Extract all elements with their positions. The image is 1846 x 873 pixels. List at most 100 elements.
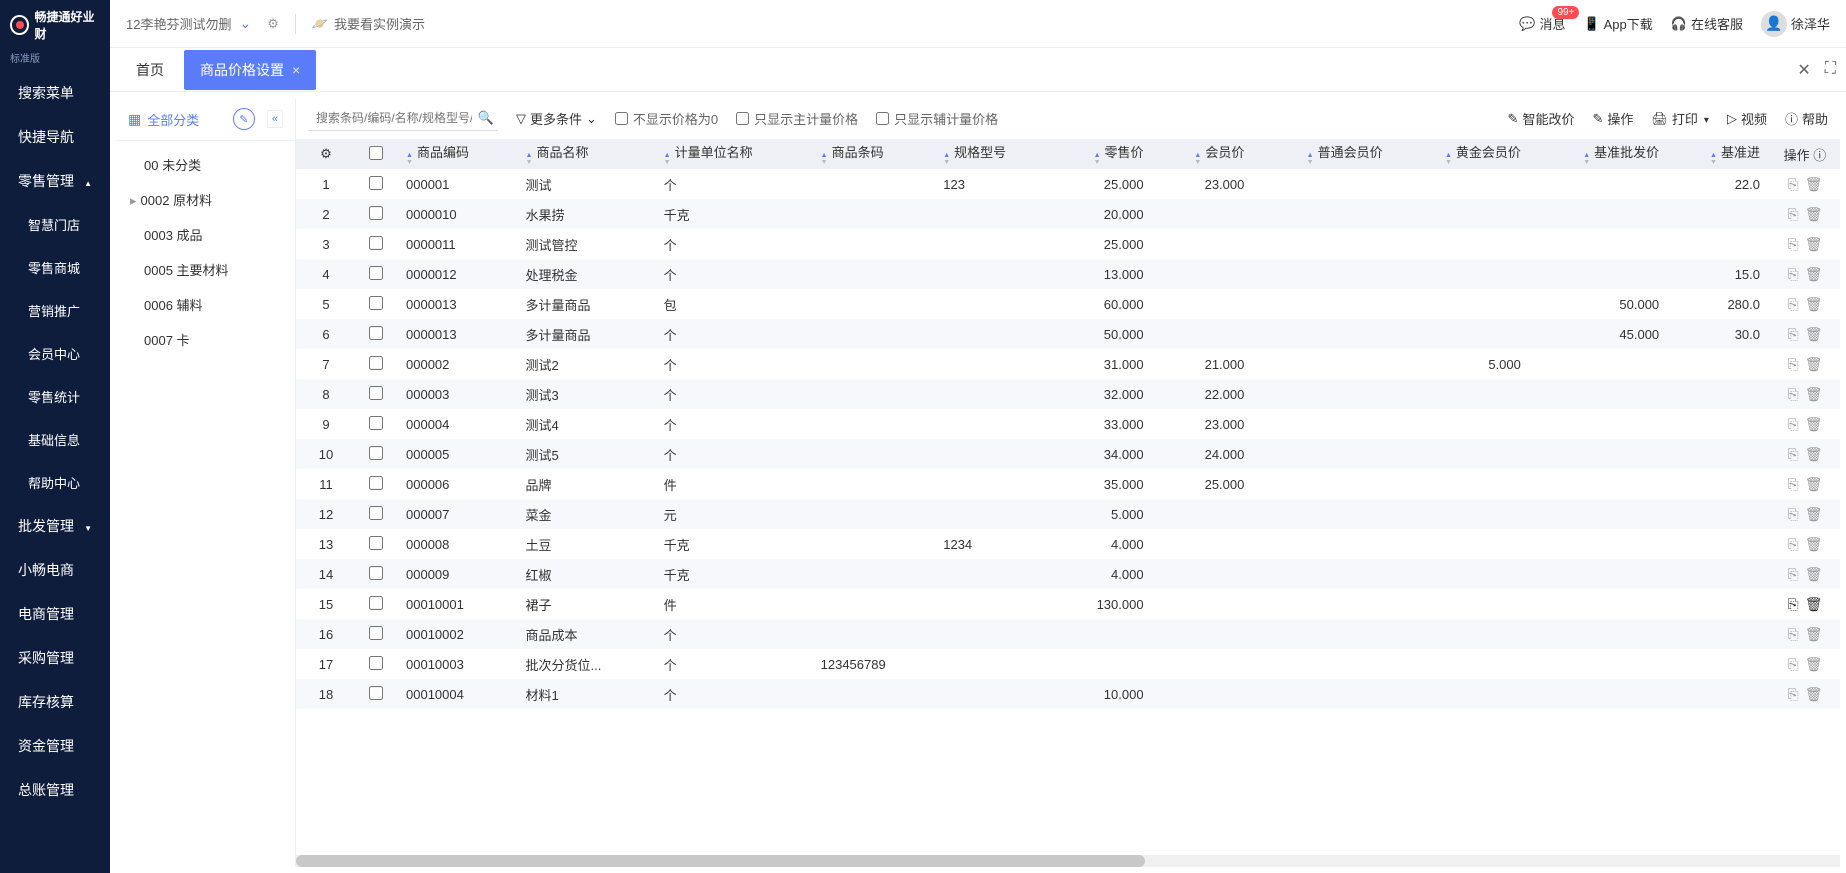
table-row[interactable]: 1000001测试个12325.00023.00022.0⎘🗑 bbox=[296, 169, 1840, 199]
category-item[interactable]: 0003 成品 bbox=[116, 217, 295, 252]
delete-row-icon[interactable]: 🗑 bbox=[1805, 626, 1823, 642]
table-row[interactable]: 60000013多计量商品个50.00045.00030.0⎘🗑 bbox=[296, 319, 1840, 349]
edit-row-icon[interactable]: ⎘ bbox=[1788, 356, 1799, 372]
sidebar-item[interactable]: 零售统计 bbox=[0, 375, 110, 418]
delete-row-icon[interactable]: 🗑 bbox=[1805, 536, 1823, 552]
category-item[interactable]: 0007 卡 bbox=[116, 322, 295, 357]
table-row[interactable]: 30000011测试管控个25.000⎘🗑 bbox=[296, 229, 1840, 259]
delete-row-icon[interactable]: 🗑 bbox=[1805, 506, 1823, 522]
edit-row-icon[interactable]: ⎘ bbox=[1788, 266, 1799, 282]
gear-icon[interactable]: ⚙ bbox=[320, 146, 332, 161]
table-row[interactable]: 14000009红椒千克4.000⎘🗑 bbox=[296, 559, 1840, 589]
sidebar-item[interactable]: 营销推广 bbox=[0, 289, 110, 332]
category-item[interactable]: 0002 原材料 bbox=[116, 182, 295, 217]
edit-row-icon[interactable]: ⎘ bbox=[1788, 296, 1799, 312]
search-icon[interactable]: 🔍 bbox=[478, 110, 494, 126]
row-checkbox[interactable] bbox=[369, 266, 383, 280]
edit-row-icon[interactable]: ⎘ bbox=[1788, 626, 1799, 642]
column-header[interactable]: ▲▼普通会员价 bbox=[1254, 139, 1392, 169]
sidebar-item[interactable]: 快捷导航 bbox=[0, 115, 110, 159]
main-unit-checkbox[interactable]: 只显示主计量价格 bbox=[736, 109, 858, 128]
sidebar-item[interactable]: 搜索菜单 bbox=[0, 71, 110, 115]
edit-row-icon[interactable]: ⎘ bbox=[1788, 176, 1799, 192]
edit-row-icon[interactable]: ⎘ bbox=[1788, 386, 1799, 402]
customer-service-button[interactable]: 🎧 在线客服 bbox=[1671, 14, 1743, 33]
delete-row-icon[interactable]: 🗑 bbox=[1805, 236, 1823, 252]
column-header[interactable]: ▲▼商品编码 bbox=[396, 139, 516, 169]
row-checkbox[interactable] bbox=[369, 566, 383, 580]
table-row[interactable]: 20000010水果捞千克20.000⎘🗑 bbox=[296, 199, 1840, 229]
header-checkbox[interactable] bbox=[356, 139, 396, 169]
delete-row-icon[interactable]: 🗑 bbox=[1805, 296, 1823, 312]
row-checkbox[interactable] bbox=[369, 656, 383, 670]
delete-row-icon[interactable]: 🗑 bbox=[1805, 566, 1823, 582]
print-button[interactable]: 🖨打印 bbox=[1651, 109, 1709, 128]
more-filters-button[interactable]: ▽ 更多条件 ⌄ bbox=[516, 109, 597, 128]
edit-row-icon[interactable]: ⎘ bbox=[1788, 656, 1799, 672]
row-checkbox[interactable] bbox=[369, 596, 383, 610]
video-button[interactable]: ▷视频 bbox=[1727, 109, 1767, 128]
category-item[interactable]: 0005 主要材料 bbox=[116, 252, 295, 287]
sidebar-item[interactable]: 电商管理 bbox=[0, 592, 110, 636]
tab-active[interactable]: 商品价格设置 × bbox=[184, 50, 316, 90]
operate-button[interactable]: ✎操作 bbox=[1592, 109, 1633, 128]
sidebar-item[interactable]: 零售管理 bbox=[0, 159, 110, 203]
edit-row-icon[interactable]: ⎘ bbox=[1788, 236, 1799, 252]
collapse-panel-button[interactable]: « bbox=[267, 110, 283, 128]
table-row[interactable]: 40000012处理税金个13.00015.0⎘🗑 bbox=[296, 259, 1840, 289]
delete-row-icon[interactable]: 🗑 bbox=[1805, 476, 1823, 492]
delete-row-icon[interactable]: 🗑 bbox=[1805, 326, 1823, 342]
column-header[interactable]: ▲▼规格型号 bbox=[933, 139, 1053, 169]
edit-category-button[interactable]: ✎ bbox=[233, 108, 255, 130]
table-row[interactable]: 11000006品牌件35.00025.000⎘🗑 bbox=[296, 469, 1840, 499]
horizontal-scrollbar[interactable] bbox=[296, 855, 1840, 867]
row-checkbox[interactable] bbox=[369, 416, 383, 430]
project-selector[interactable]: 12李艳芬测试勿删 ⌄ bbox=[126, 14, 251, 33]
header-ops[interactable]: 操作 ⓘ bbox=[1770, 139, 1840, 169]
messages-button[interactable]: 💬 消息 99+ bbox=[1519, 14, 1565, 33]
column-header[interactable]: ▲▼基准进 bbox=[1669, 139, 1770, 169]
column-header[interactable]: ▲▼黄金会员价 bbox=[1393, 139, 1531, 169]
column-header[interactable]: ▲▼会员价 bbox=[1154, 139, 1255, 169]
header-settings[interactable]: ⚙ bbox=[296, 139, 356, 169]
edit-row-icon[interactable]: ⎘ bbox=[1788, 206, 1799, 222]
row-checkbox[interactable] bbox=[369, 206, 383, 220]
table-row[interactable]: 1500010001裙子件130.000⎘🗑 bbox=[296, 589, 1840, 619]
sidebar-item[interactable]: 库存核算 bbox=[0, 680, 110, 724]
sidebar-item[interactable]: 帮助中心 bbox=[0, 461, 110, 504]
table-row[interactable]: 1700010003批次分货位...个123456789⎘🗑 bbox=[296, 649, 1840, 679]
delete-row-icon[interactable]: 🗑 bbox=[1805, 446, 1823, 462]
column-header[interactable]: ▲▼基准批发价 bbox=[1531, 139, 1669, 169]
edit-row-icon[interactable]: ⎘ bbox=[1788, 476, 1799, 492]
column-header[interactable]: ▲▼计量单位名称 bbox=[654, 139, 811, 169]
edit-row-icon[interactable]: ⎘ bbox=[1788, 536, 1799, 552]
row-checkbox[interactable] bbox=[369, 236, 383, 250]
row-checkbox[interactable] bbox=[369, 686, 383, 700]
edit-row-icon[interactable]: ⎘ bbox=[1788, 326, 1799, 342]
sidebar-item[interactable]: 基础信息 bbox=[0, 418, 110, 461]
sidebar-item[interactable]: 总账管理 bbox=[0, 768, 110, 812]
row-checkbox[interactable] bbox=[369, 476, 383, 490]
sidebar-item[interactable]: 零售商城 bbox=[0, 246, 110, 289]
delete-row-icon[interactable]: 🗑 bbox=[1805, 206, 1823, 222]
edit-row-icon[interactable]: ⎘ bbox=[1788, 566, 1799, 582]
table-wrap[interactable]: ⚙▲▼商品编码▲▼商品名称▲▼计量单位名称▲▼商品条码▲▼规格型号▲▼零售价▲▼… bbox=[296, 139, 1840, 855]
sidebar-item[interactable]: 批发管理 bbox=[0, 504, 110, 548]
fullscreen-icon[interactable]: ⛶ bbox=[1825, 60, 1836, 80]
edit-row-icon[interactable]: ⎘ bbox=[1788, 596, 1799, 612]
close-icon[interactable]: × bbox=[292, 62, 300, 78]
table-row[interactable]: 50000013多计量商品包60.00050.000280.0⎘🗑 bbox=[296, 289, 1840, 319]
delete-row-icon[interactable]: 🗑 bbox=[1805, 416, 1823, 432]
user-menu[interactable]: 👤 徐泽华 bbox=[1761, 11, 1830, 37]
row-checkbox[interactable] bbox=[369, 536, 383, 550]
table-row[interactable]: 13000008土豆千克12344.000⎘🗑 bbox=[296, 529, 1840, 559]
row-checkbox[interactable] bbox=[369, 446, 383, 460]
demo-link[interactable]: 🪐 我要看实例演示 bbox=[312, 14, 425, 33]
row-checkbox[interactable] bbox=[369, 326, 383, 340]
table-row[interactable]: 1600010002商品成本个⎘🗑 bbox=[296, 619, 1840, 649]
close-all-icon[interactable]: ✕ bbox=[1797, 60, 1810, 80]
sidebar-item[interactable]: 小畅电商 bbox=[0, 548, 110, 592]
row-checkbox[interactable] bbox=[369, 176, 383, 190]
table-row[interactable]: 8000003测试3个32.00022.000⎘🗑 bbox=[296, 379, 1840, 409]
sidebar-item[interactable]: 资金管理 bbox=[0, 724, 110, 768]
